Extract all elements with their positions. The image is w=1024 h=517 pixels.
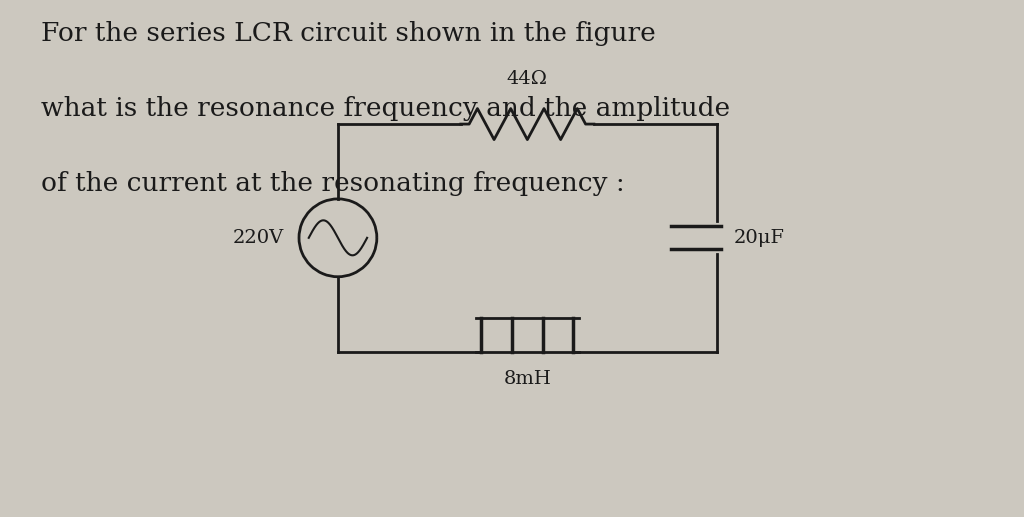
Text: For the series LCR circuit shown in the figure: For the series LCR circuit shown in the … <box>41 21 655 45</box>
Text: 20μF: 20μF <box>734 229 785 247</box>
Text: 220V: 220V <box>232 229 284 247</box>
Text: of the current at the resonating frequency :: of the current at the resonating frequen… <box>41 171 625 195</box>
Text: 44Ω: 44Ω <box>507 70 548 88</box>
Text: what is the resonance frequency and the amplitude: what is the resonance frequency and the … <box>41 96 730 120</box>
Text: 8mH: 8mH <box>504 370 551 388</box>
